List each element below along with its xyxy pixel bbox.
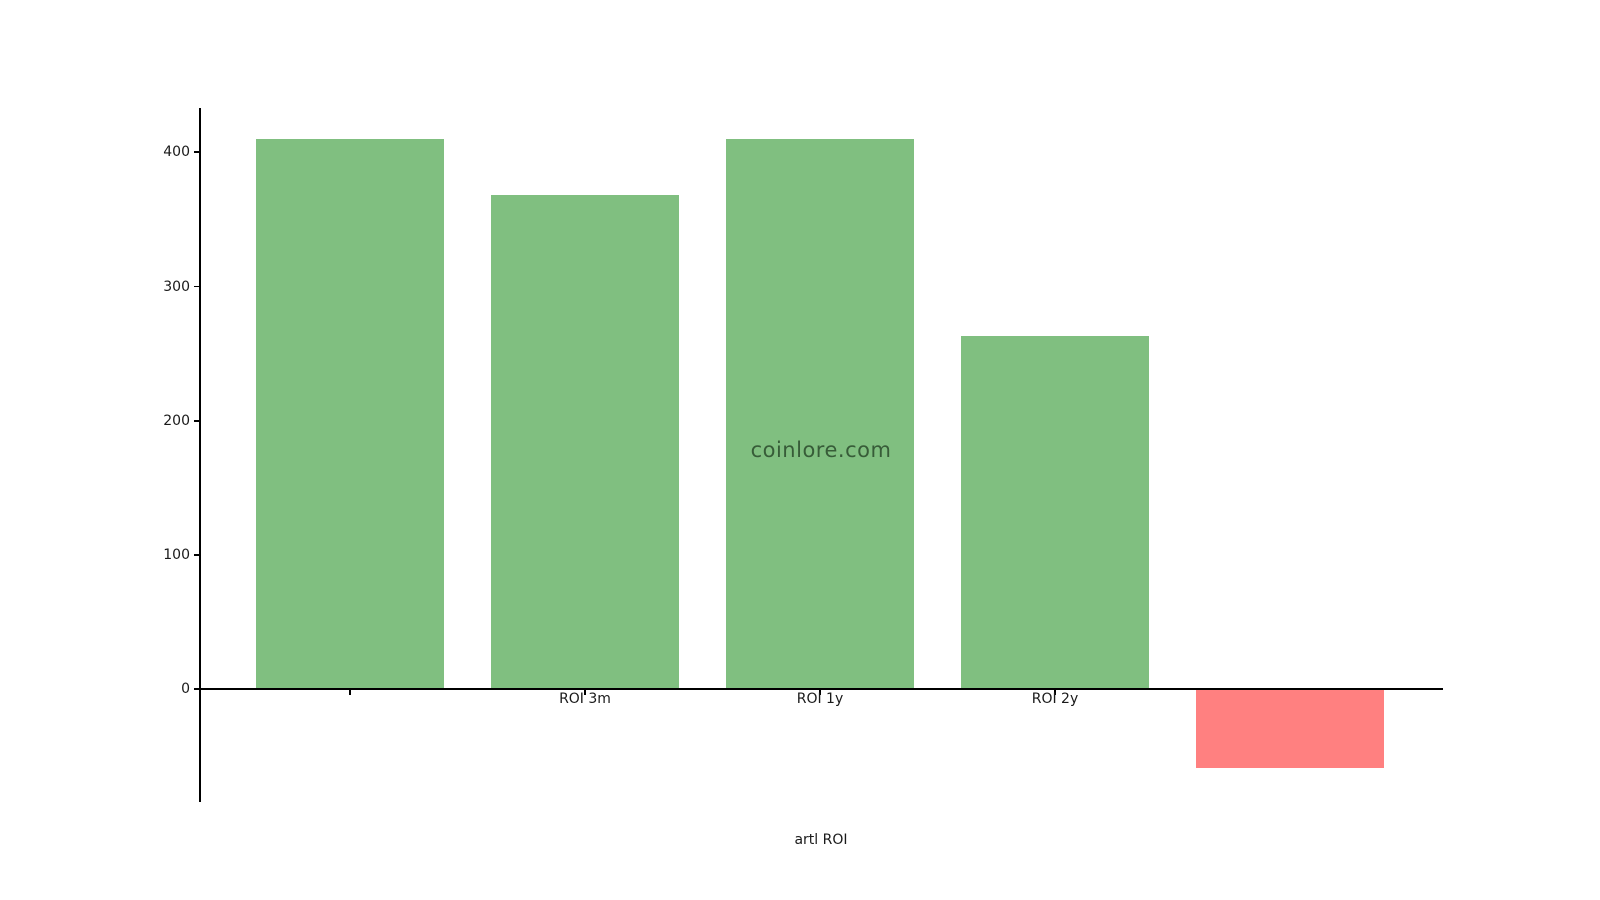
x-tick [1054,689,1056,696]
y-tick [194,285,200,288]
x-tick [349,689,351,696]
y-tick [194,151,200,154]
x-tick [584,689,586,696]
x-tick [819,689,821,696]
bar-positive [256,138,444,690]
bar-negative [1196,689,1384,769]
x-axis-line [200,688,1443,691]
y-tick-label: 200 [163,412,190,429]
y-tick-label: 400 [163,144,190,161]
watermark-text: coinlore.com [750,438,892,462]
bar-positive [726,138,914,690]
x-tick-label: ROI 1y [796,691,844,708]
y-tick [194,688,200,691]
x-tick-label: ROI 2y [1031,691,1079,708]
bar-positive [491,195,679,690]
y-axis-line [199,108,201,802]
bar-positive [961,336,1149,690]
y-tick-label: 100 [163,547,190,563]
y-tick-label: 0 [181,681,190,698]
y-tick-label: 300 [163,278,190,295]
x-tick-label: ROI 3m [559,691,611,708]
y-tick [194,554,200,556]
y-tick [194,419,200,422]
x-axis-title: artl ROI [794,832,848,848]
